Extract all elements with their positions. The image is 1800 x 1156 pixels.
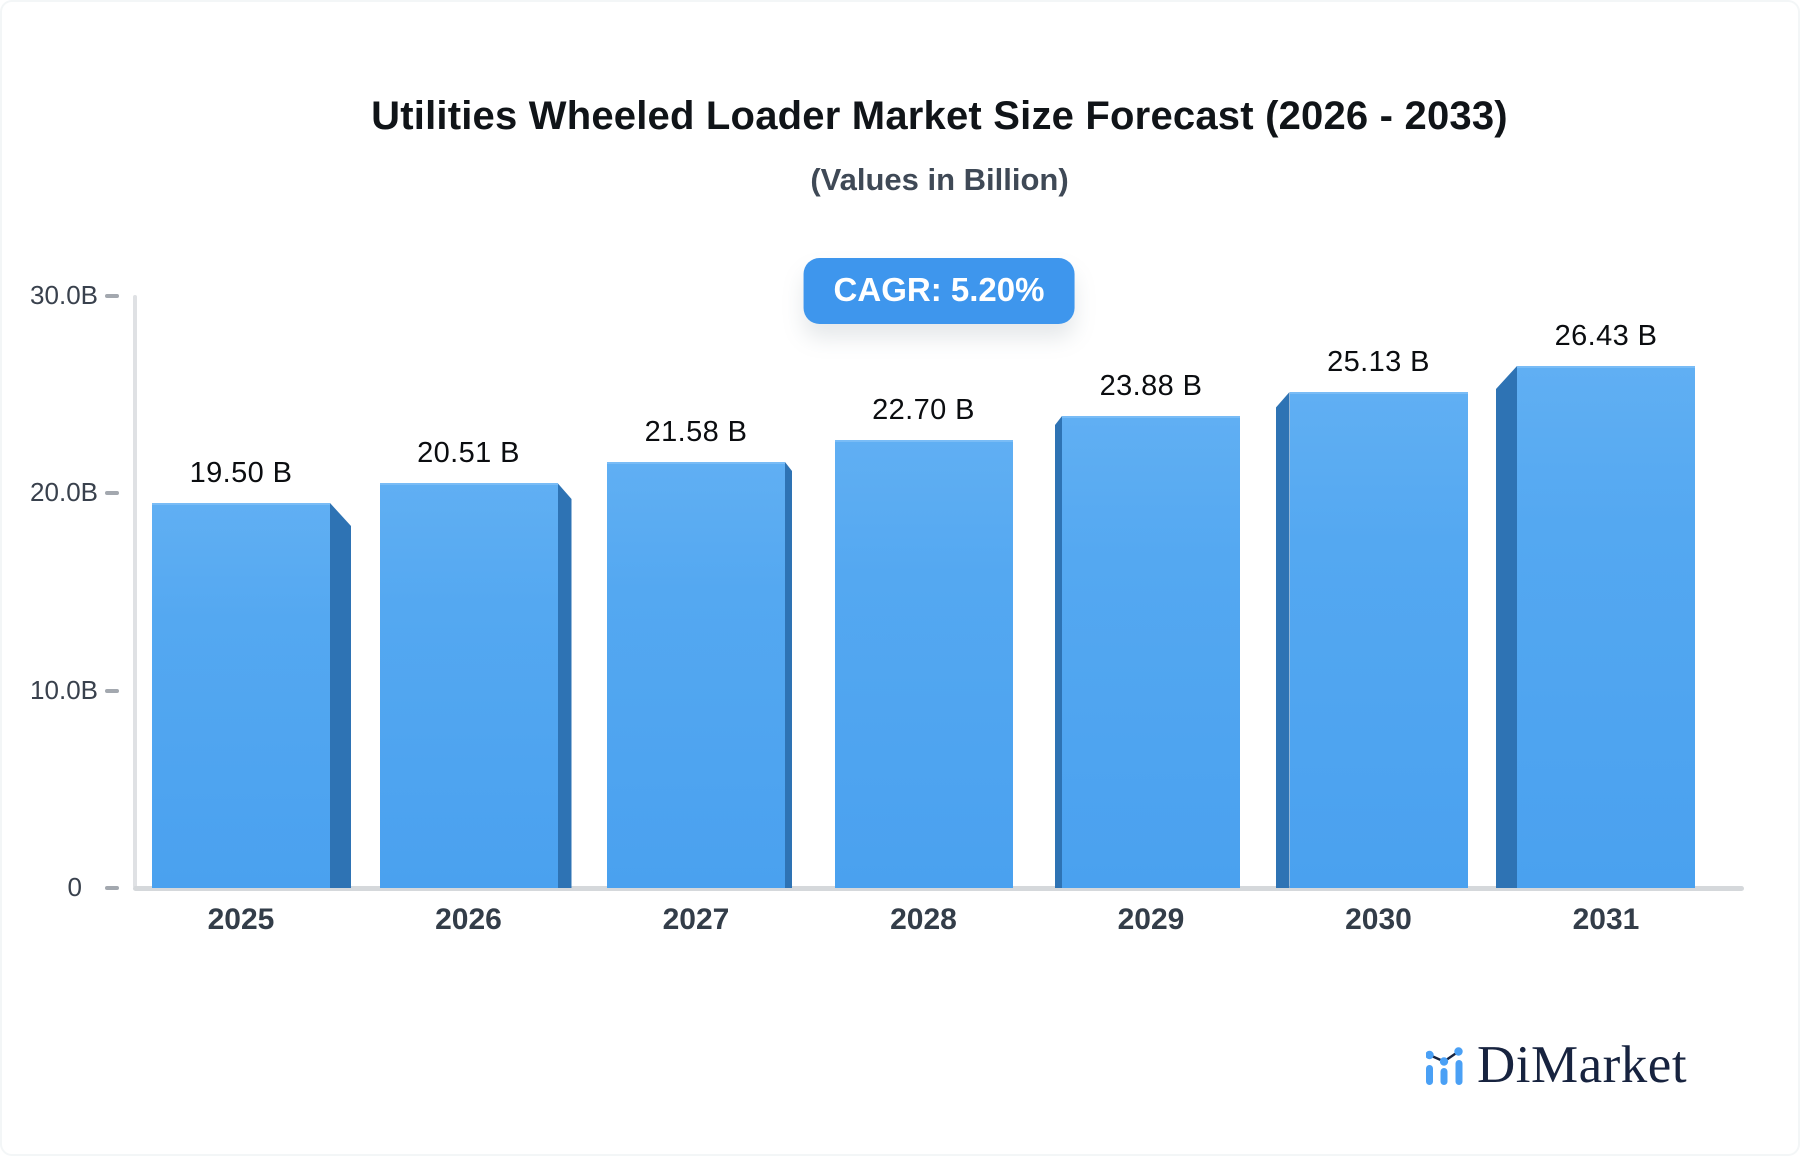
x-axis-line [133,886,1744,891]
y-tick-label: 20.0B [30,477,98,507]
y-tick-label: 30.0B [30,279,98,310]
chart-title: Utilities Wheeled Loader Market Size For… [371,94,1508,138]
x-axis-label-2031: 2031 [1572,903,1640,936]
y-axis-line [133,295,137,888]
bar-value-label: 26.43 B [1554,320,1658,352]
y-tick-mark [105,886,119,890]
dimarket-logo[interactable]: DiMarket [1426,1036,1688,1094]
bar-front-face [379,483,558,888]
cagr-badge: CAGR: 5.20% [803,258,1075,324]
bar-2031[interactable] [1496,366,1695,888]
dimarket-logo-text: DiMarket [1477,1036,1688,1094]
y-tick-label: 10.0B [30,674,98,705]
bar-value-label: 25.13 B [1327,346,1430,378]
bar-side-face [1055,416,1062,888]
bar-side-face [785,462,792,888]
bar-value-label: 21.58 B [644,416,748,448]
bar-2026[interactable] [379,483,572,888]
bar-front-face [1289,392,1468,888]
bar-2025[interactable] [152,503,351,888]
bar-2030[interactable] [1275,392,1468,888]
bar-front-face [607,462,785,888]
bar-front-face [1062,416,1240,888]
x-axis-label-2026: 2026 [435,903,502,936]
x-axis-label-2025: 2025 [207,903,275,936]
bar-front-face [152,503,330,888]
bar-value-label: 22.70 B [872,394,975,426]
bar-value-label: 19.50 B [189,457,293,489]
y-tick-mark [105,491,119,495]
y-tick-label: 0 [67,872,82,902]
bar-front-face [834,440,1013,888]
bar-2027[interactable] [607,462,792,888]
bar-value-label: 23.88 B [1099,370,1203,402]
bar-side-face [1275,392,1290,888]
x-axis-label-2029: 2029 [1117,903,1185,936]
bar-2028[interactable] [834,440,1013,888]
chart-subtitle: (Values in Billion) [810,162,1069,197]
bar-front-face [1517,366,1695,888]
x-axis-label-2027: 2027 [662,903,730,936]
bar-value-label: 20.51 B [417,437,520,469]
bar-side-face [330,503,351,888]
bar-chart-logo-icon [1426,1047,1463,1085]
x-axis-label-2030: 2030 [1345,903,1412,936]
y-tick-mark [105,293,119,298]
bar-side-face [557,483,572,888]
x-axis-label-2028: 2028 [890,903,957,936]
bar-side-face [1496,366,1517,888]
bar-2029[interactable] [1055,416,1240,888]
y-tick-mark [105,688,119,693]
